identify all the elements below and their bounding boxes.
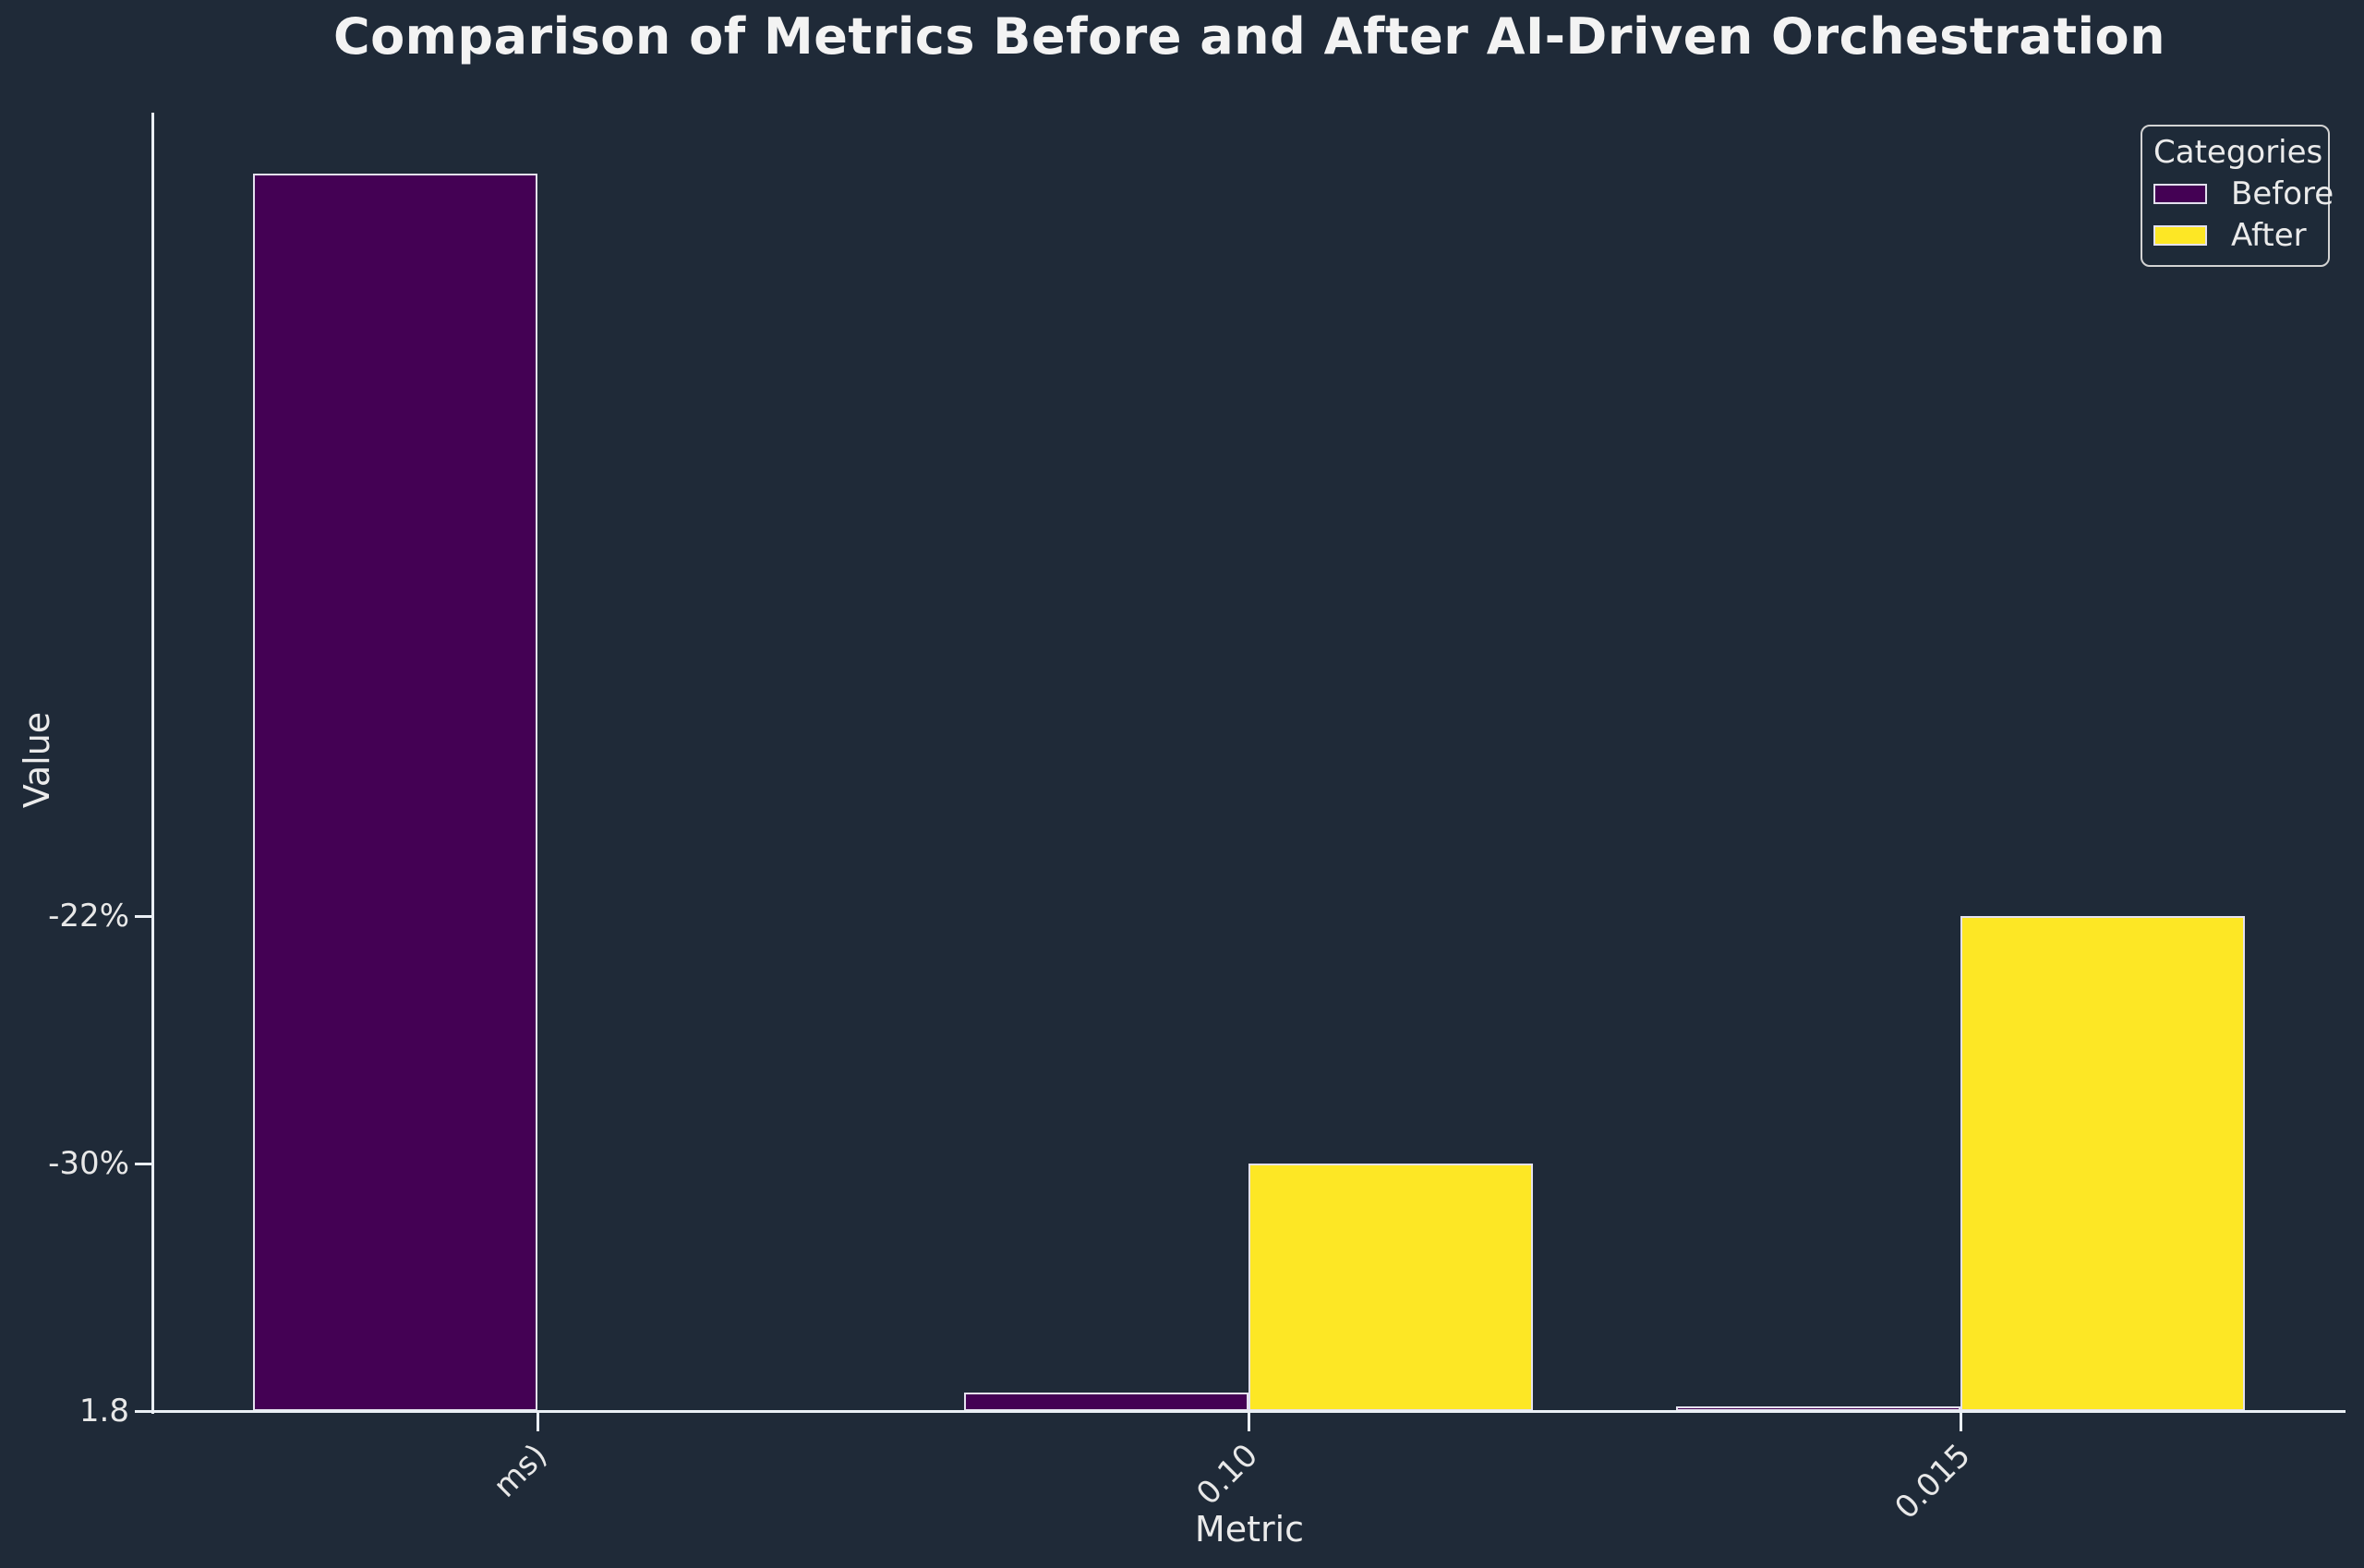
y-tick-mark — [135, 915, 153, 918]
legend-entry-after: After — [2153, 214, 2317, 256]
y-tick-label: -22% — [48, 898, 129, 935]
x-tick-mark — [537, 1413, 539, 1431]
x-axis-label: Metric — [1194, 1509, 1305, 1550]
legend-label: After — [2231, 216, 2307, 254]
legend-entry-before: Before — [2153, 173, 2334, 214]
y-axis-spine — [151, 113, 154, 1414]
x-tick-mark — [1960, 1413, 1962, 1431]
bar-before-0 — [253, 174, 537, 1411]
legend-title: Categories — [2153, 134, 2323, 171]
bar-after-1 — [1248, 1164, 1533, 1411]
legend-swatch-after — [2153, 224, 2207, 246]
y-tick-mark — [135, 1163, 153, 1165]
bar-after-2 — [1960, 916, 2245, 1411]
x-axis-spine — [151, 1410, 2346, 1413]
x-tick-mark — [1248, 1413, 1250, 1431]
chart-title: Comparison of Metrics Before and After A… — [332, 7, 2166, 66]
legend-entries: Before After — [2153, 173, 2334, 256]
y-axis-label: Value — [17, 711, 57, 809]
x-tick-label: 0.10 — [1189, 1437, 1266, 1513]
y-tick-mark — [135, 1410, 153, 1413]
y-tick-label: 1.8 — [78, 1393, 129, 1429]
bar-before-1 — [964, 1393, 1248, 1411]
legend: Categories Before After — [2141, 125, 2334, 267]
legend-swatch-before — [2153, 183, 2207, 204]
y-tick-label: -30% — [48, 1145, 129, 1182]
legend-label: Before — [2231, 175, 2334, 212]
x-tick-label: ms) — [486, 1437, 555, 1505]
